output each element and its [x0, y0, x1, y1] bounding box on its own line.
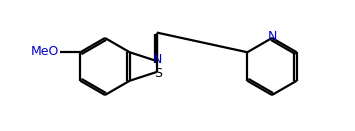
Text: S: S	[154, 67, 162, 80]
Text: MeO: MeO	[31, 45, 59, 58]
Text: N: N	[267, 30, 277, 43]
Text: N: N	[153, 53, 162, 66]
